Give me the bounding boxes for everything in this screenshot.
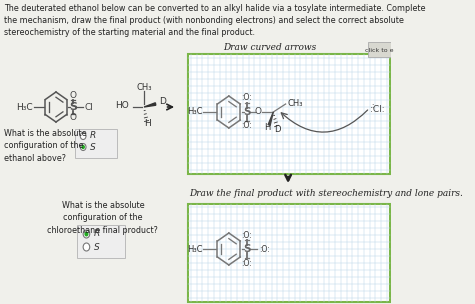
Polygon shape <box>268 112 273 126</box>
Text: O: O <box>70 92 77 101</box>
Text: :O:: :O: <box>242 230 252 240</box>
Text: R: R <box>94 230 100 239</box>
Bar <box>188 204 390 302</box>
Text: H₃C: H₃C <box>187 108 202 116</box>
Text: :O:: :O: <box>242 258 252 268</box>
Text: click to e: click to e <box>365 47 394 53</box>
Text: O: O <box>255 108 262 116</box>
FancyBboxPatch shape <box>76 129 117 157</box>
Text: S: S <box>243 107 251 117</box>
Text: S: S <box>94 243 100 251</box>
Text: :O:: :O: <box>242 94 252 102</box>
Text: H: H <box>144 119 151 129</box>
Text: :Cl:: :Cl: <box>370 105 384 115</box>
Text: CH₃: CH₃ <box>136 82 152 92</box>
Text: Draw curved arrows: Draw curved arrows <box>223 43 317 52</box>
Text: :O:: :O: <box>259 244 270 254</box>
Circle shape <box>83 243 90 251</box>
Text: CH₃: CH₃ <box>287 98 303 108</box>
Text: What is the absolute
configuration of the
ethanol above?: What is the absolute configuration of th… <box>4 129 87 163</box>
Text: :: : <box>371 103 373 109</box>
Text: D: D <box>274 126 281 134</box>
Text: What is the absolute
configuration of the
chloroethane final product?: What is the absolute configuration of th… <box>48 201 158 235</box>
Text: R: R <box>90 132 96 140</box>
Text: HO: HO <box>115 101 129 109</box>
Text: :O:: :O: <box>242 122 252 130</box>
Text: H: H <box>265 123 271 133</box>
Text: Cl: Cl <box>85 102 94 112</box>
Text: H₃C: H₃C <box>187 244 202 254</box>
Text: H₃C: H₃C <box>16 102 33 112</box>
Text: The deuterated ethanol below can be converted to an alkyl halide via a tosylate : The deuterated ethanol below can be conv… <box>4 4 426 36</box>
Polygon shape <box>144 103 156 107</box>
Circle shape <box>81 145 85 149</box>
Text: S: S <box>90 143 95 151</box>
Bar <box>188 54 390 174</box>
FancyBboxPatch shape <box>77 224 125 257</box>
Text: Draw the final product with stereochemistry and lone pairs.: Draw the final product with stereochemis… <box>190 189 463 198</box>
Text: D: D <box>159 98 166 106</box>
Circle shape <box>83 230 90 238</box>
Text: S: S <box>69 102 77 112</box>
Text: O: O <box>70 113 77 123</box>
Circle shape <box>80 143 86 150</box>
FancyBboxPatch shape <box>368 42 392 57</box>
Text: S: S <box>243 244 251 254</box>
Circle shape <box>85 232 88 237</box>
Circle shape <box>80 133 86 140</box>
